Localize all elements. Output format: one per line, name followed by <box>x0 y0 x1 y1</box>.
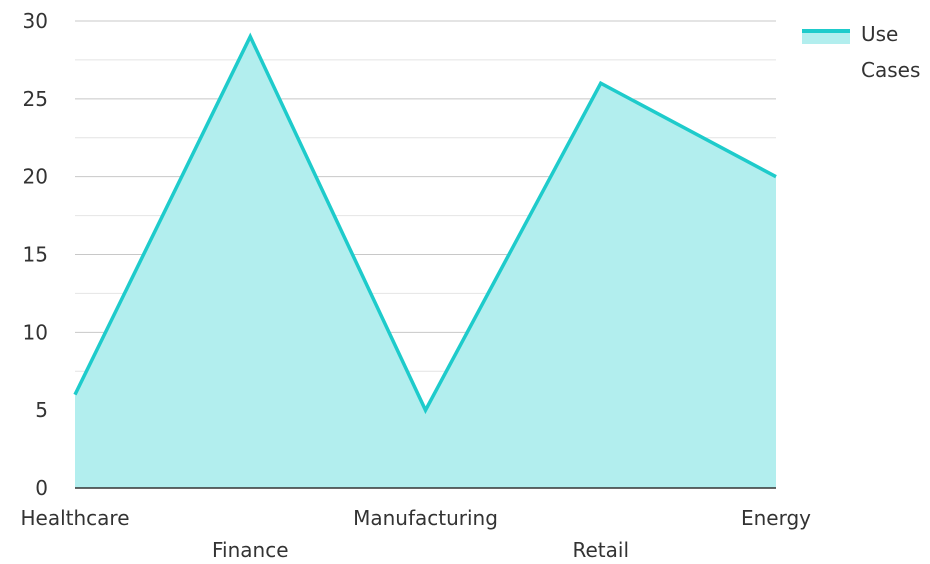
y-tick-label: 15 <box>23 243 48 267</box>
y-tick-label: 30 <box>23 9 48 33</box>
x-tick-label: Energy <box>741 506 811 530</box>
x-tick-labels: Healthcare Finance Manufacturing Retail Ener… <box>20 506 811 560</box>
area-fill <box>75 37 776 488</box>
y-tick-label: 10 <box>23 320 48 344</box>
x-tick-label: Healthcare <box>20 506 129 530</box>
legend-label-line-2: Cases <box>861 58 920 82</box>
y-tick-label: 20 <box>23 165 48 189</box>
area-layer <box>75 36 776 488</box>
x-tick-label: Retail <box>572 538 629 560</box>
y-tick-label: 5 <box>35 398 48 422</box>
x-tick-label: Finance <box>212 538 289 560</box>
legend: Use Cases <box>802 22 920 82</box>
y-tick-label: 0 <box>35 476 48 500</box>
x-tick-label: Manufacturing <box>353 506 498 530</box>
y-tick-label: 25 <box>23 87 48 111</box>
y-tick-labels: 0 5 10 15 20 25 30 <box>23 9 48 500</box>
legend-label-line-1: Use <box>861 22 898 46</box>
